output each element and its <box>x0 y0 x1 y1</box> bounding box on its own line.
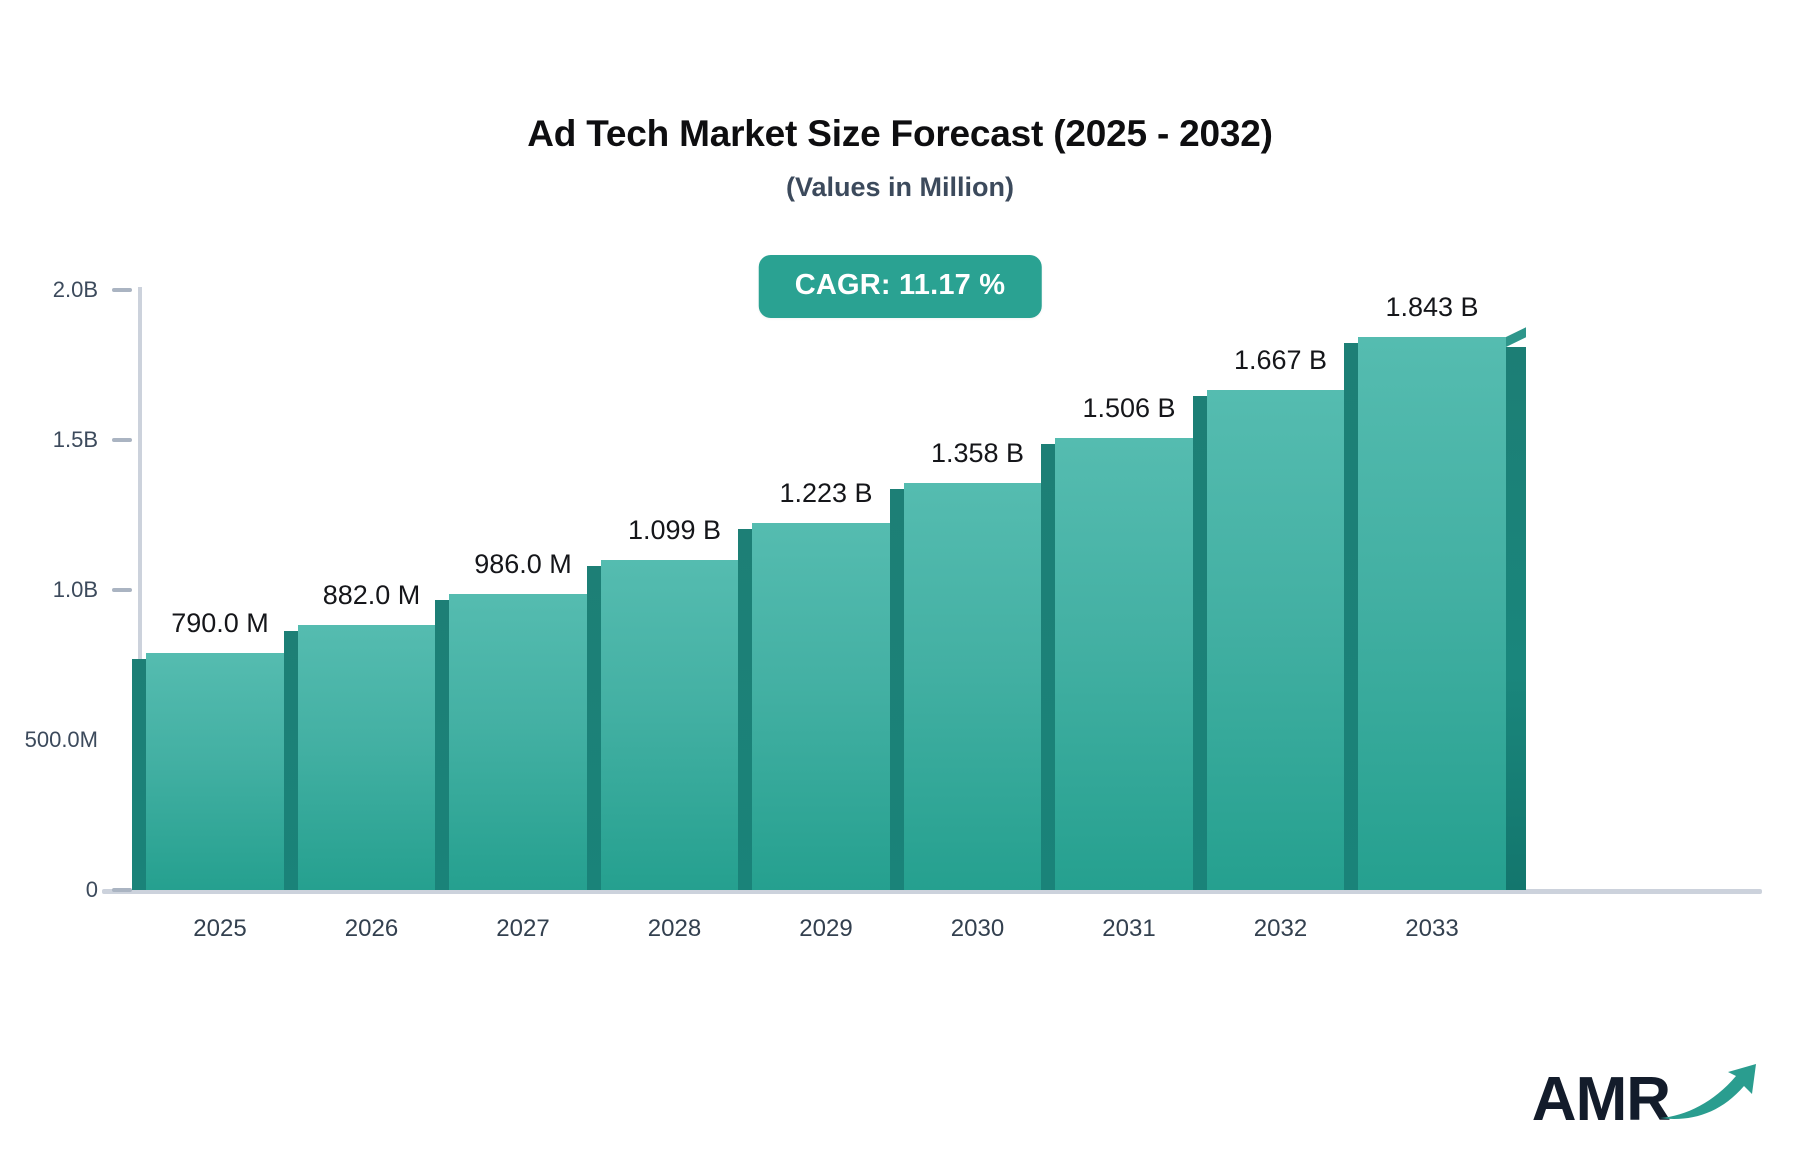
y-axis-line <box>138 287 142 893</box>
bar-value-label: 1.667 B <box>1233 344 1328 375</box>
x-axis-tick-labels: 2025 2026 2027 2028 2029 2030 2031 2032 2033 <box>0 915 1800 955</box>
bar-front-face <box>600 560 749 890</box>
bar-left-shadow <box>1041 444 1055 890</box>
logo-text: AMR <box>1531 1065 1671 1134</box>
x-axis-line <box>102 889 1762 894</box>
cagr-badge: CAGR: 11.17 % <box>758 255 1042 318</box>
bar-left-shadow <box>738 529 752 890</box>
bar-value-label: 1.358 B <box>930 437 1025 468</box>
y-tick-label: 0 <box>85 877 98 902</box>
bar-front-face <box>1055 438 1203 890</box>
bar-front-face <box>449 594 597 890</box>
bar-front-face <box>146 653 294 890</box>
y-tick-mark <box>112 288 132 292</box>
y-tick-mark <box>112 438 132 442</box>
bar-front-face <box>1358 337 1506 890</box>
bar-2026[interactable]: 882.0 M <box>283 580 466 890</box>
y-tick-500.0M: 500.0M <box>25 727 132 753</box>
x-tick-label-2031: 2031 <box>1102 915 1156 942</box>
growth-arrow-icon <box>1656 1060 1760 1127</box>
y-tick-0: 0 <box>86 877 132 903</box>
x-tick-label-2032: 2032 <box>1253 915 1308 942</box>
bar-side-face <box>1506 347 1526 890</box>
chart-title: Ad Tech Market Size Forecast (2025 - 203… <box>527 113 1273 154</box>
bar-value-label: 1.843 B <box>1385 292 1479 323</box>
bar-front-face <box>903 482 1052 890</box>
bar-left-shadow <box>132 659 146 890</box>
bar-left-shadow <box>889 488 904 890</box>
bar-left-shadow <box>435 600 449 890</box>
bar-2028[interactable]: 1.099 B <box>586 515 769 890</box>
y-tick-label: 2.0B <box>52 277 98 302</box>
x-tick-label-2025: 2025 <box>193 915 247 942</box>
y-tick-2.0B: 2.0B <box>53 277 132 303</box>
bar-left-shadow <box>586 566 601 890</box>
bar-2030[interactable]: 1.358 B <box>889 438 1072 890</box>
bar-value-label: 986.0 M <box>474 549 572 580</box>
bar-left-shadow <box>1344 343 1358 890</box>
bar-front-face <box>752 523 900 890</box>
x-tick-label-2029: 2029 <box>799 915 853 942</box>
bar-front-face <box>1206 389 1355 890</box>
y-axis-tick-labels: 0 500.0M 1.0B 1.5B 2.0B <box>0 0 132 1156</box>
amr-logo: AMR <box>1532 1060 1760 1131</box>
x-tick-label-2026: 2026 <box>344 915 399 942</box>
bar-top-face <box>1506 327 1526 348</box>
x-tick-label-2030: 2030 <box>950 915 1005 942</box>
y-tick-1.0B: 1.0B <box>53 577 132 603</box>
bar-left-shadow <box>283 631 298 890</box>
chart-subtitle: (Values in Million) <box>785 172 1015 202</box>
bar-2025[interactable]: 790.0 M <box>132 608 314 890</box>
x-tick-label-2027: 2027 <box>496 915 550 942</box>
y-tick-label: 500.0M <box>24 727 98 752</box>
bar-2033[interactable]: 1.843 B <box>1344 292 1526 890</box>
bar-value-label: 882.0 M <box>322 580 421 611</box>
x-tick-label-2028: 2028 <box>647 915 702 942</box>
bar-value-label: 1.099 B <box>627 515 722 546</box>
x-tick-label-2033: 2033 <box>1405 915 1459 942</box>
bar-2031[interactable]: 1.506 B <box>1041 393 1223 890</box>
bar-value-label: 790.0 M <box>171 608 269 638</box>
bar-left-shadow <box>1192 395 1207 890</box>
bar-value-label: 1.506 B <box>1082 393 1176 424</box>
y-tick-label: 1.5B <box>52 427 98 452</box>
y-tick-mark <box>112 888 132 892</box>
bar-2029[interactable]: 1.223 B <box>738 478 920 890</box>
bar-2027[interactable]: 986.0 M <box>435 549 617 890</box>
bar-front-face <box>297 625 446 890</box>
bar-value-label: 1.223 B <box>779 478 873 509</box>
bar-2032[interactable]: 1.667 B <box>1192 345 1375 890</box>
y-tick-mark <box>112 588 132 592</box>
y-tick-1.5B: 1.5B <box>53 427 132 453</box>
y-tick-label: 1.0B <box>52 577 98 602</box>
